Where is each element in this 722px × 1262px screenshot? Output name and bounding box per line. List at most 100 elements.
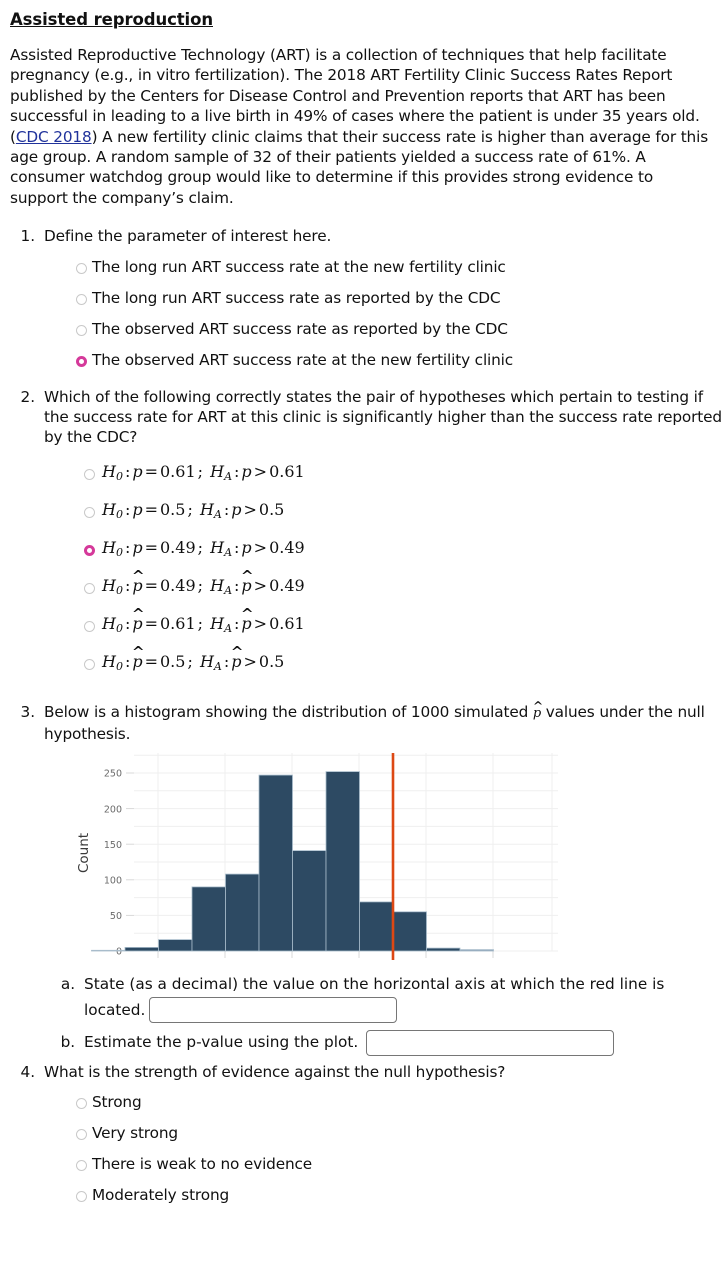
question-1: Define the parameter of interest here. T… xyxy=(40,226,722,380)
y-tick-100: 100 xyxy=(104,875,122,886)
q2-option-5-label: H0:p=0.61; HA:p>0.61 xyxy=(102,602,305,641)
q1-option-3-label: The observed ART success rate as reporte… xyxy=(92,319,508,338)
bar-1 xyxy=(91,949,126,952)
q1-option-2-label: The long run ART success rate as reporte… xyxy=(92,288,501,307)
intro-paragraph: Assisted Reproductive Technology (ART) i… xyxy=(10,45,710,208)
q2-opt5-null-value: 0.61 xyxy=(160,613,196,633)
q4-option-1[interactable]: Strong xyxy=(44,1092,722,1123)
q4-option-4[interactable]: Moderately strong xyxy=(44,1185,722,1216)
cdc-2018-link[interactable]: CDC 2018 xyxy=(15,127,92,146)
p-hat-symbol: p xyxy=(132,564,143,598)
question-3-prompt: Below is a histogram showing the distrib… xyxy=(44,696,722,745)
bar-7 xyxy=(292,849,327,952)
bar-8 xyxy=(325,770,360,952)
p-hat-symbol: p xyxy=(241,602,252,636)
q3-subpart-a-text: State (as a decimal) the value on the ho… xyxy=(84,974,665,1019)
q2-option-3[interactable]: H0: p = 0.49; HA: p >0.49 xyxy=(44,536,722,574)
q1-option-3[interactable]: The observed ART success rate as reporte… xyxy=(44,319,722,350)
q1-option-4[interactable]: The observed ART success rate at the new… xyxy=(44,350,722,381)
y-tick-marks xyxy=(126,772,134,952)
radio-icon[interactable] xyxy=(84,620,95,632)
radio-icon[interactable] xyxy=(76,324,87,336)
question-3-prompt-part1: Below is a histogram showing the distrib… xyxy=(44,702,533,721)
y-axis-label: Count xyxy=(76,833,92,873)
radio-icon[interactable] xyxy=(76,1098,87,1110)
q2-option-1[interactable]: H0: p = 0.61; HA: p >0.61 xyxy=(44,460,722,498)
q3-subpart-a: State (as a decimal) the value on the ho… xyxy=(80,971,722,1024)
intro-text-part1: Assisted Reproductive Technology (ART) i… xyxy=(10,46,700,146)
q2-option-3-label: H0: p = 0.49; HA: p >0.49 xyxy=(102,537,305,559)
question-4-options: Strong Very strong There is weak to no e… xyxy=(44,1092,722,1216)
y-tick-50: 50 xyxy=(110,911,122,922)
x-tick-marks xyxy=(157,950,494,958)
q3b-answer-input[interactable] xyxy=(366,1029,615,1056)
question-2-options: H0: p = 0.61; HA: p >0.61 H0: p = 0.5; HA: p >0.5 … xyxy=(44,460,722,688)
q4-option-3[interactable]: There is weak to no evidence xyxy=(44,1154,722,1185)
q2-option-4[interactable]: H0:p=0.49; HA:p>0.49 xyxy=(44,564,722,612)
p-hat-symbol: p xyxy=(132,602,143,636)
radio-icon[interactable] xyxy=(84,506,95,518)
intro-text-part2: ) A new fertility clinic claims that the… xyxy=(10,127,709,207)
y-tick-150: 150 xyxy=(104,840,122,851)
q1-option-4-label: The observed ART success rate at the new… xyxy=(92,350,514,369)
bar-3 xyxy=(158,938,193,952)
q2-opt2-alt-value: 0.5 xyxy=(258,499,285,519)
histogram-svg: 0 50 100 150 200 250 xyxy=(76,752,558,960)
radio-icon[interactable] xyxy=(76,1191,87,1203)
bar-4 xyxy=(191,886,226,952)
question-2: Which of the following correctly states … xyxy=(40,387,722,688)
q2-opt6-null-value: 0.5 xyxy=(160,651,186,671)
question-1-options: The long run ART success rate at the new… xyxy=(44,257,722,381)
y-tick-0: 0 xyxy=(116,946,122,957)
q2-option-2-label: H0: p = 0.5; HA: p >0.5 xyxy=(102,499,285,521)
radio-icon[interactable] xyxy=(84,468,95,480)
q2-opt1-null-value: 0.61 xyxy=(160,461,196,481)
q2-option-5[interactable]: H0:p=0.61; HA:p>0.61 xyxy=(44,602,722,650)
worksheet-page: Assisted reproduction Assisted Reproduct… xyxy=(0,10,722,1262)
q3-subpart-b-text: Estimate the p-value using the plot. xyxy=(84,1033,359,1052)
y-tick-200: 200 xyxy=(104,804,122,815)
q2-opt4-alt-value: 0.49 xyxy=(269,575,305,595)
q1-option-1-label: The long run ART success rate at the new… xyxy=(92,257,506,276)
q1-option-2[interactable]: The long run ART success rate as reporte… xyxy=(44,288,722,319)
radio-icon[interactable] xyxy=(84,658,95,670)
q4-option-2-label: Very strong xyxy=(92,1124,178,1143)
p-hat-symbol: p xyxy=(533,696,541,724)
simulation-histogram: 0 50 100 150 200 250 xyxy=(62,752,722,963)
p-hat-symbol: p xyxy=(241,564,252,598)
radio-selected-icon[interactable] xyxy=(84,544,95,556)
question-list: Define the parameter of interest here. T… xyxy=(0,226,722,1216)
p-hat-symbol: p xyxy=(231,640,242,674)
q2-opt3-alt-value: 0.49 xyxy=(269,537,305,557)
question-4: What is the strength of evidence against… xyxy=(40,1062,722,1216)
radio-icon[interactable] xyxy=(76,293,87,305)
question-3-prompt-part2: values under the null hypothesis. xyxy=(44,702,705,744)
q1-option-1[interactable]: The long run ART success rate at the new… xyxy=(44,257,722,288)
q3-subpart-b: Estimate the p-value using the plot. xyxy=(80,1029,722,1056)
q2-opt3-null-value: 0.49 xyxy=(160,537,196,557)
q2-option-1-label: H0: p = 0.61; HA: p >0.61 xyxy=(102,461,305,483)
radio-selected-icon[interactable] xyxy=(76,355,87,367)
q4-option-2[interactable]: Very strong xyxy=(44,1123,722,1154)
q2-option-6[interactable]: H0:p=0.5; HA:p>0.5 xyxy=(44,640,722,688)
q4-option-3-label: There is weak to no evidence xyxy=(92,1155,313,1174)
radio-icon[interactable] xyxy=(76,1129,87,1141)
q2-option-2[interactable]: H0: p = 0.5; HA: p >0.5 xyxy=(44,498,722,536)
q4-option-4-label: Moderately strong xyxy=(92,1186,230,1205)
radio-icon[interactable] xyxy=(76,262,87,274)
radio-icon[interactable] xyxy=(76,1160,87,1172)
bar-9 xyxy=(359,901,394,952)
q3a-answer-input[interactable] xyxy=(149,997,398,1024)
y-tick-250: 250 xyxy=(104,768,122,779)
bar-6 xyxy=(258,774,293,952)
q2-opt5-alt-value: 0.61 xyxy=(269,613,305,633)
question-2-prompt: Which of the following correctly states … xyxy=(44,387,722,447)
q2-opt1-alt-value: 0.61 xyxy=(269,461,305,481)
q2-option-4-label: H0:p=0.49; HA:p>0.49 xyxy=(102,564,305,603)
radio-icon[interactable] xyxy=(84,582,95,594)
question-1-prompt: Define the parameter of interest here. xyxy=(44,227,332,246)
bar-11 xyxy=(426,947,461,952)
q2-option-6-label: H0:p=0.5; HA:p>0.5 xyxy=(102,640,284,679)
question-3-subparts: State (as a decimal) the value on the ho… xyxy=(44,971,722,1056)
q4-option-1-label: Strong xyxy=(92,1093,142,1112)
